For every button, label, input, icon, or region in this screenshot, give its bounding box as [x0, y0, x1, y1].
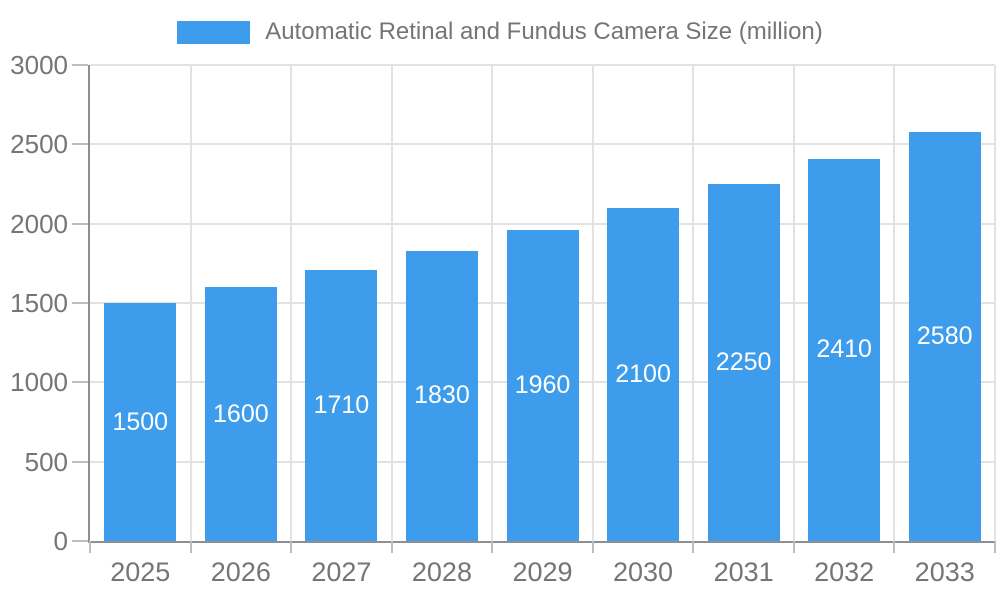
x-axis-tick	[692, 541, 695, 553]
legend-swatch	[177, 20, 251, 44]
y-axis-label: 1500	[10, 288, 68, 318]
y-gridline	[90, 64, 995, 66]
y-axis-tick	[72, 222, 88, 225]
bar: 2250	[707, 184, 780, 541]
chart-legend[interactable]: Automatic Retinal and Fundus Camera Size…	[0, 18, 1000, 46]
x-gridline	[189, 65, 192, 541]
y-axis-tick	[72, 302, 88, 304]
x-axis-label: 2028	[411, 557, 472, 587]
bar-value-label: 2100	[615, 359, 671, 388]
x-axis-label: 2027	[311, 557, 372, 587]
bar-value-label: 1600	[213, 399, 269, 428]
bar-value-label: 1960	[514, 371, 571, 399]
x-axis-label: 2031	[713, 557, 774, 587]
x-axis-label: 2030	[613, 557, 674, 587]
x-axis-tick	[290, 541, 293, 553]
y-axis-tick	[72, 143, 88, 146]
x-axis-tick	[189, 541, 192, 553]
x-axis-tick	[893, 541, 896, 553]
x-gridline	[290, 65, 293, 541]
y-axis-label: 2000	[10, 208, 68, 239]
x-axis-tick	[792, 541, 795, 553]
bar-value-label: 2410	[816, 335, 872, 364]
bar: 1830	[405, 250, 478, 541]
y-axis-label: 2500	[10, 129, 68, 160]
y-axis-label: 3000	[10, 50, 68, 80]
y-axis-label: 0	[53, 526, 68, 556]
bar-value-label: 2580	[916, 321, 973, 350]
bar: 1710	[305, 269, 378, 541]
x-axis-label: 2033	[914, 557, 975, 587]
x-axis-tick	[591, 541, 594, 553]
bar: 1960	[506, 230, 579, 541]
y-axis-tick	[72, 381, 88, 384]
bar-value-label: 1710	[313, 390, 370, 419]
bar: 2410	[808, 158, 881, 541]
y-gridline	[90, 143, 995, 146]
x-axis-label: 2025	[110, 557, 171, 587]
bar-value-label: 2250	[715, 348, 772, 376]
x-axis-tick	[89, 541, 91, 553]
y-axis-tick	[72, 460, 88, 463]
y-axis-label: 500	[24, 446, 68, 477]
x-axis-tick	[491, 541, 494, 553]
x-gridline	[994, 65, 996, 541]
x-axis-label: 2032	[814, 557, 875, 587]
x-axis-tick	[390, 541, 393, 553]
y-gridline	[90, 222, 995, 225]
bar-value-label: 1500	[112, 407, 169, 436]
x-gridline	[390, 65, 393, 541]
y-axis-label: 1000	[10, 367, 68, 398]
legend-label: Automatic Retinal and Fundus Camera Size…	[265, 18, 823, 45]
x-gridline	[692, 65, 695, 541]
bar: 1600	[204, 287, 277, 541]
bar-value-label: 1830	[414, 381, 470, 410]
x-axis-tick	[994, 541, 996, 553]
x-gridline	[491, 65, 494, 541]
y-axis-tick	[72, 540, 88, 542]
x-axis-label: 2026	[210, 557, 271, 587]
plot-area: 0 500 1000 1500 2000 2500 3000 1500 2025 1600 2026…	[10, 51, 996, 587]
bar: 1500	[104, 303, 177, 541]
bar: 2100	[607, 207, 680, 541]
y-axis-tick	[72, 64, 88, 66]
x-axis-label: 2029	[512, 557, 573, 587]
x-gridline	[893, 65, 896, 541]
bar: 2580	[908, 131, 981, 541]
x-gridline	[792, 65, 795, 541]
x-gridline	[591, 65, 594, 541]
